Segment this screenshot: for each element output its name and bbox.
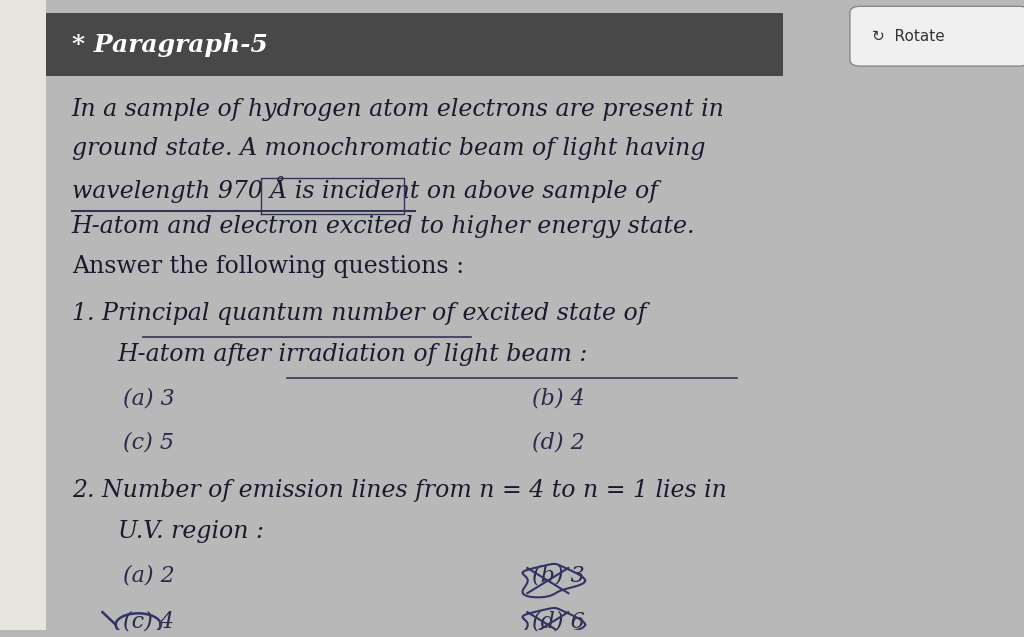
Text: (d) 6: (d) 6 [532, 611, 586, 633]
Text: (a) 2: (a) 2 [123, 565, 175, 587]
Text: (c) 5: (c) 5 [123, 431, 174, 454]
Text: H-atom after irradiation of light beam :: H-atom after irradiation of light beam : [118, 343, 588, 366]
Text: 1. Principal quantum number of excited state of: 1. Principal quantum number of excited s… [72, 303, 646, 326]
FancyBboxPatch shape [850, 6, 1024, 66]
Bar [46, 13, 783, 76]
Text: wavelength 970 Å is incident on above sample of: wavelength 970 Å is incident on above sa… [72, 176, 657, 203]
Text: ↻  Rotate: ↻ Rotate [872, 29, 945, 44]
Text: * Paragraph-5: * Paragraph-5 [72, 33, 267, 57]
Text: (b) 4: (b) 4 [532, 387, 586, 410]
Bar [0, 0, 46, 630]
Text: (d) 2: (d) 2 [532, 431, 586, 454]
Text: In a sample of hydrogen atom electrons are present in: In a sample of hydrogen atom electrons a… [72, 97, 725, 120]
Text: ground state. A monochromatic beam of light having: ground state. A monochromatic beam of li… [72, 137, 706, 160]
Text: U.V. region :: U.V. region : [118, 520, 264, 543]
Text: H-atom and electron excited to higher energy state.: H-atom and electron excited to higher en… [72, 215, 695, 238]
Text: (a) 3: (a) 3 [123, 387, 175, 410]
Text: Answer the following questions :: Answer the following questions : [72, 255, 464, 278]
Text: (b) 3: (b) 3 [532, 565, 586, 587]
Text: 2. Number of emission lines from n = 4 to n = 1 lies in: 2. Number of emission lines from n = 4 t… [72, 478, 727, 501]
Text: (c) 4: (c) 4 [123, 611, 174, 633]
